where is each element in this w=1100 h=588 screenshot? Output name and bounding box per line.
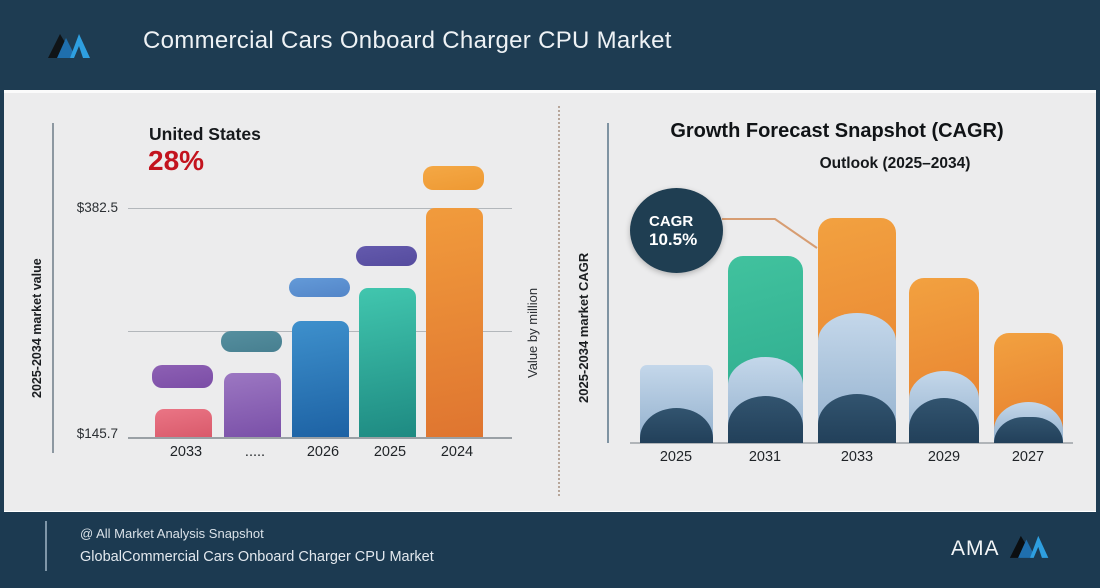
footer-brand-text: AMA bbox=[951, 537, 1000, 560]
x-label-2031: 2031 bbox=[748, 449, 782, 465]
bar-..... bbox=[223, 372, 281, 437]
x-label-2024: 2024 bbox=[440, 444, 474, 460]
bar-2026 bbox=[291, 320, 349, 437]
header: Commercial Cars Onboard Charger CPU Mark… bbox=[0, 0, 1100, 90]
right-chart-y-axis-label: 2025-2034 market CAGR bbox=[576, 252, 591, 403]
y-tick-145: $145.7 bbox=[76, 426, 118, 441]
gridline-upper bbox=[128, 208, 512, 209]
right-chart-subtitle: Outlook (2025–2034) bbox=[819, 155, 971, 172]
right-chart-y-axis bbox=[607, 123, 609, 443]
floating-cap-2025 bbox=[355, 246, 417, 266]
floating-cap-2024 bbox=[422, 165, 484, 191]
floating-cap-..... bbox=[220, 331, 282, 352]
x-label-2025: 2025 bbox=[373, 444, 407, 460]
bar-2024 bbox=[425, 208, 483, 437]
x-label-2033: 2033 bbox=[169, 444, 203, 460]
panel-divider bbox=[558, 106, 560, 496]
bar-2025 bbox=[358, 287, 416, 437]
y-tick-382: $382.5 bbox=[76, 200, 118, 215]
segment-base-2031 bbox=[727, 395, 803, 443]
x-label-.....: ..... bbox=[244, 444, 266, 460]
value-by-million-label: Value by million bbox=[525, 287, 540, 378]
cagr-badge: CAGR 10.5% bbox=[630, 188, 723, 273]
floating-cap-2026 bbox=[288, 278, 350, 298]
left-chart-y-axis-label: 2025-2034 market value bbox=[30, 258, 44, 398]
footer: @ All Market Analysis Snapshot GlobalCom… bbox=[0, 512, 1100, 588]
segment-base-2029 bbox=[909, 397, 979, 443]
bar-2033 bbox=[154, 408, 212, 437]
footer-report-line: GlobalCommercial Cars Onboard Charger CP… bbox=[80, 549, 434, 565]
cagr-badge-value: 10.5% bbox=[649, 229, 698, 249]
region-percentage: 28% bbox=[148, 145, 205, 176]
x-label-2026: 2026 bbox=[306, 444, 340, 460]
ama-logo-footer-icon bbox=[1009, 535, 1049, 558]
footer-source-line: @ All Market Analysis Snapshot bbox=[80, 526, 264, 541]
x-label-2027: 2027 bbox=[1011, 449, 1045, 465]
x-label-2029: 2029 bbox=[927, 449, 961, 465]
left-chart-y-axis bbox=[52, 123, 54, 453]
left-chart-x-axis bbox=[128, 437, 512, 439]
page-title: Commercial Cars Onboard Charger CPU Mark… bbox=[143, 27, 672, 54]
footer-divider-line bbox=[45, 521, 47, 571]
ama-logo-icon bbox=[48, 34, 90, 58]
x-label-2033: 2033 bbox=[840, 449, 874, 465]
segment-base-2027 bbox=[993, 417, 1063, 443]
right-chart-title: Growth Forecast Snapshot (CAGR) bbox=[670, 120, 1004, 142]
region-label: United States bbox=[149, 124, 261, 144]
segment-base-2033 bbox=[818, 394, 896, 443]
x-label-2025: 2025 bbox=[659, 449, 693, 465]
floating-cap-2033 bbox=[151, 365, 213, 389]
cagr-badge-label: CAGR bbox=[649, 212, 694, 230]
